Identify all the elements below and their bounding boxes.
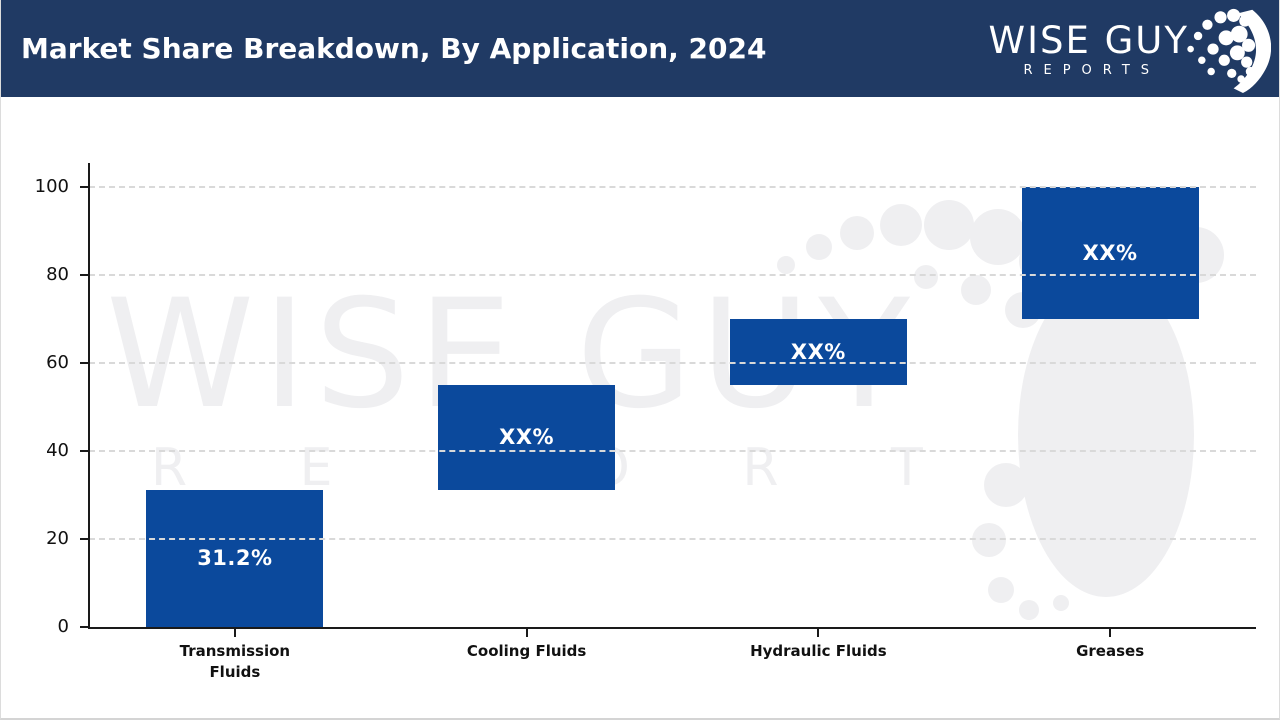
bar-transmission-fluids: 31.2% bbox=[146, 489, 324, 627]
y-tick-mark bbox=[80, 185, 89, 188]
y-tick-mark bbox=[80, 361, 89, 364]
x-category-line: Transmission bbox=[179, 642, 291, 660]
x-tick-mark bbox=[1109, 629, 1112, 637]
gridline-60 bbox=[89, 361, 1256, 364]
logo-text: WISE GUY REPORTS bbox=[989, 22, 1189, 78]
bar-value-label: XX% bbox=[1082, 240, 1138, 265]
dotted-head-profile-icon bbox=[1187, 8, 1271, 93]
x-tick-mark bbox=[817, 629, 820, 637]
y-tick-label: 40 bbox=[46, 439, 69, 461]
y-tick-label: 20 bbox=[46, 527, 69, 549]
x-category-line: Fluids bbox=[209, 663, 261, 681]
x-category-line: Greases bbox=[1076, 642, 1145, 660]
dotted-head-profile-watermark bbox=[777, 200, 1224, 620]
bar-greases: XX% bbox=[1021, 186, 1199, 319]
x-category-line: Cooling Fluids bbox=[466, 642, 587, 660]
bar-value-label: XX% bbox=[790, 339, 846, 364]
y-tick-label: 0 bbox=[57, 616, 69, 637]
bar-value-label: 31.2% bbox=[197, 546, 273, 571]
x-axis-line bbox=[88, 627, 1256, 629]
y-tick-label: 100 bbox=[34, 175, 69, 197]
x-tick-mark bbox=[233, 629, 236, 637]
y-tick-mark bbox=[80, 449, 89, 452]
x-tick-mark bbox=[525, 629, 528, 637]
logo-subtitle: REPORTS bbox=[1023, 63, 1161, 78]
y-tick-label: 80 bbox=[46, 263, 69, 285]
y-tick-mark bbox=[80, 626, 89, 628]
logo-wordmark: WISE GUY bbox=[988, 19, 1189, 62]
x-category-label: Hydraulic Fluids bbox=[708, 641, 928, 662]
y-tick-mark bbox=[80, 537, 89, 540]
bar-cooling-fluids: XX% bbox=[438, 384, 616, 490]
y-axis-line bbox=[88, 163, 90, 629]
gridline-100 bbox=[89, 185, 1256, 188]
x-category-label: Transmission Fluids bbox=[125, 641, 345, 683]
gridline-80 bbox=[89, 273, 1256, 276]
x-category-label: Cooling Fluids bbox=[417, 641, 637, 662]
gridline-40 bbox=[89, 449, 1256, 452]
page-title: Market Share Breakdown, By Application, … bbox=[21, 32, 767, 65]
bar-hydraulic-fluids: XX% bbox=[729, 318, 907, 385]
x-category-line: Hydraulic Fluids bbox=[750, 642, 887, 660]
gridline-20 bbox=[89, 537, 1256, 540]
bar-value-label: XX% bbox=[499, 425, 555, 450]
header-bar: Market Share Breakdown, By Application, … bbox=[1, 0, 1279, 97]
y-tick-label: 60 bbox=[46, 351, 69, 373]
x-category-label: Greases bbox=[1000, 641, 1220, 662]
y-tick-mark bbox=[80, 273, 89, 276]
wiseguy-logo: WISE GUY REPORTS bbox=[989, 6, 1271, 94]
